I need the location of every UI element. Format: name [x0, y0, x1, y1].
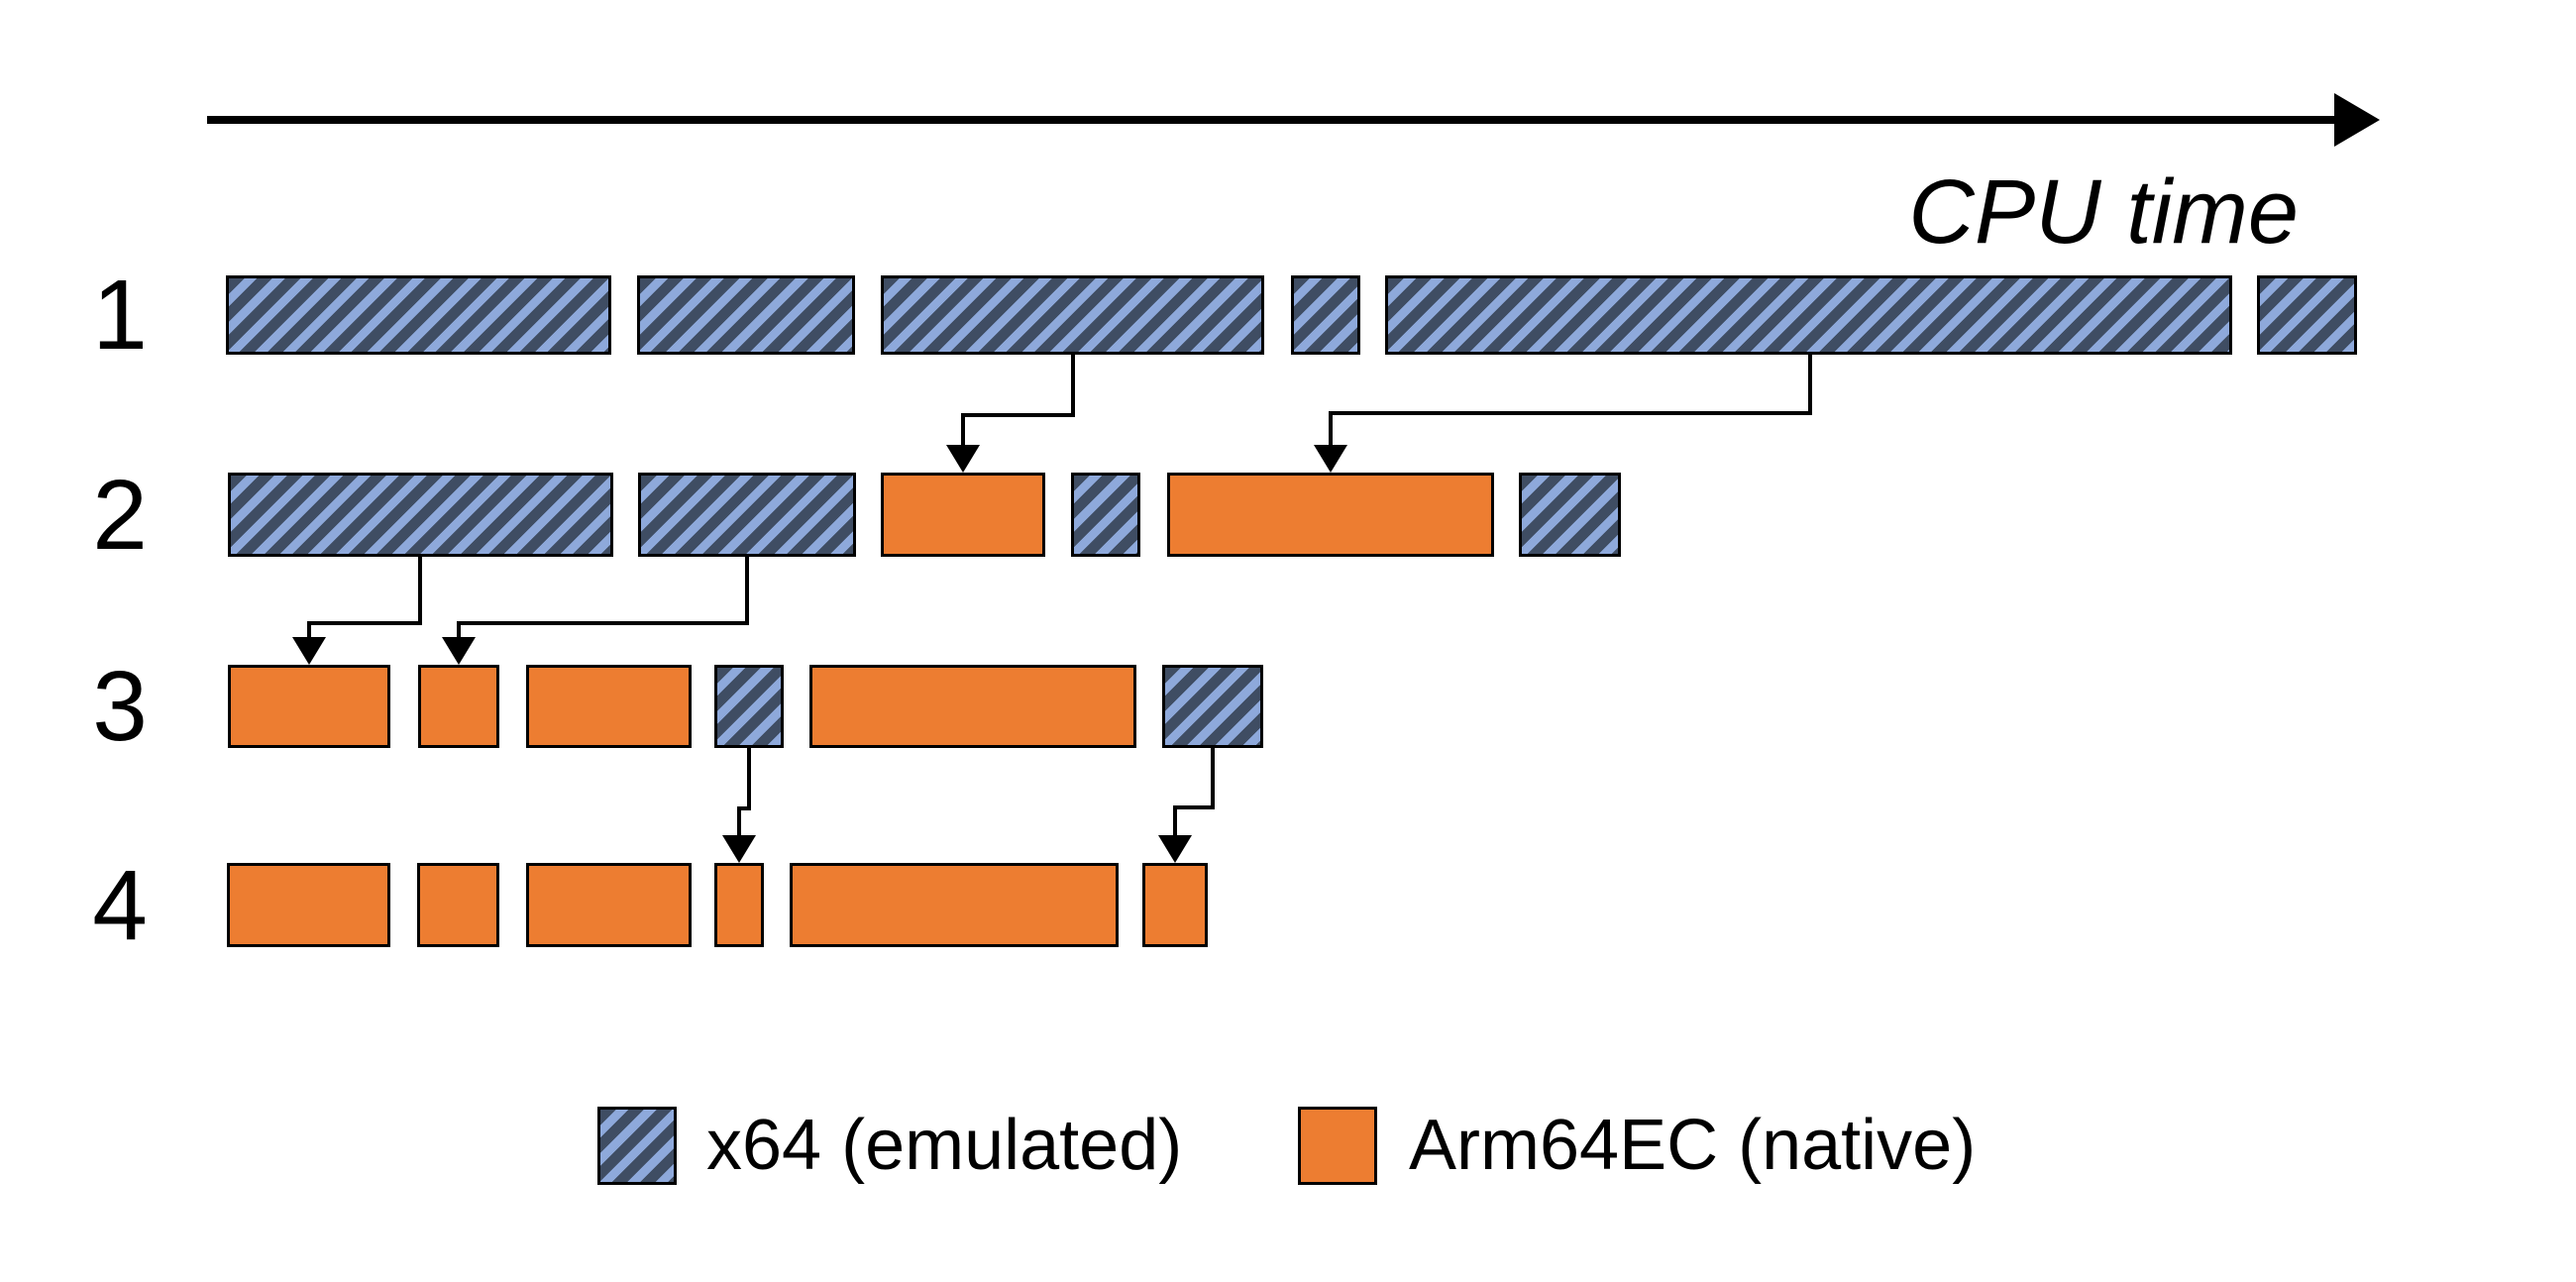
- connector-drop-line: [1808, 355, 1812, 415]
- task-bar-arm64ec-native: [881, 473, 1045, 557]
- cpu-time-axis-label: CPU time: [1908, 161, 2299, 263]
- connector-drop-line: [745, 557, 749, 625]
- task-bar-arm64ec-native: [1142, 863, 1208, 947]
- connector-arrow-shaft: [1329, 411, 1333, 445]
- connector-arrow-shaft: [307, 621, 311, 637]
- task-bar-arm64ec-native: [526, 863, 692, 947]
- connector-arrowhead-icon: [722, 835, 756, 863]
- legend-label-arm64ec: Arm64EC (native): [1409, 1106, 1977, 1185]
- task-bar-x64-emulated: [638, 473, 856, 557]
- thread-row-label-1: 1: [92, 260, 148, 371]
- connector-arrowhead-icon: [1158, 835, 1192, 863]
- task-bar-x64-emulated: [1385, 275, 2232, 355]
- task-bar-x64-emulated: [1162, 665, 1263, 748]
- thread-row-label-4: 4: [92, 849, 148, 961]
- task-bar-x64-emulated: [714, 665, 784, 748]
- task-bar-arm64ec-native: [790, 863, 1119, 947]
- connector-arrowhead-icon: [1314, 445, 1347, 473]
- legend-swatch-arm64ec: [1298, 1107, 1377, 1185]
- task-bar-x64-emulated: [881, 275, 1264, 355]
- connector-elbow-line: [1329, 411, 1812, 415]
- task-bar-arm64ec-native: [227, 863, 390, 947]
- connector-elbow-line: [457, 621, 749, 625]
- legend-label-x64: x64 (emulated): [706, 1106, 1183, 1185]
- cpu-time-arrowhead-icon: [2334, 93, 2380, 147]
- connector-elbow-line: [961, 413, 1075, 417]
- connector-drop-line: [747, 748, 751, 810]
- connector-drop-line: [1071, 355, 1075, 417]
- task-bar-arm64ec-native: [1167, 473, 1494, 557]
- task-bar-arm64ec-native: [526, 665, 692, 748]
- connector-arrow-shaft: [457, 621, 461, 637]
- connector-drop-line: [1211, 748, 1215, 809]
- cpu-time-axis-line: [207, 116, 2347, 124]
- thread-row-label-2: 2: [92, 459, 148, 571]
- connector-arrow-shaft: [961, 413, 965, 445]
- task-bar-x64-emulated: [1291, 275, 1360, 355]
- task-bar-x64-emulated: [226, 275, 611, 355]
- task-bar-arm64ec-native: [417, 863, 499, 947]
- connector-arrow-shaft: [737, 806, 741, 835]
- task-bar-x64-emulated: [1071, 473, 1140, 557]
- task-bar-arm64ec-native: [809, 665, 1136, 748]
- task-bar-arm64ec-native: [228, 665, 390, 748]
- connector-elbow-line: [737, 806, 751, 810]
- connector-arrowhead-icon: [292, 637, 326, 665]
- task-bar-x64-emulated: [228, 473, 613, 557]
- task-bar-x64-emulated: [637, 275, 855, 355]
- legend-swatch-x64: [597, 1107, 677, 1185]
- connector-arrowhead-icon: [442, 637, 476, 665]
- connector-arrowhead-icon: [946, 445, 980, 473]
- task-bar-arm64ec-native: [714, 863, 764, 947]
- task-bar-x64-emulated: [1519, 473, 1621, 557]
- connector-arrow-shaft: [1173, 805, 1177, 835]
- connector-elbow-line: [1173, 805, 1215, 809]
- task-bar-x64-emulated: [2257, 275, 2357, 355]
- connector-drop-line: [418, 557, 422, 625]
- task-bar-arm64ec-native: [418, 665, 499, 748]
- thread-row-label-3: 3: [92, 651, 148, 762]
- connector-elbow-line: [307, 621, 422, 625]
